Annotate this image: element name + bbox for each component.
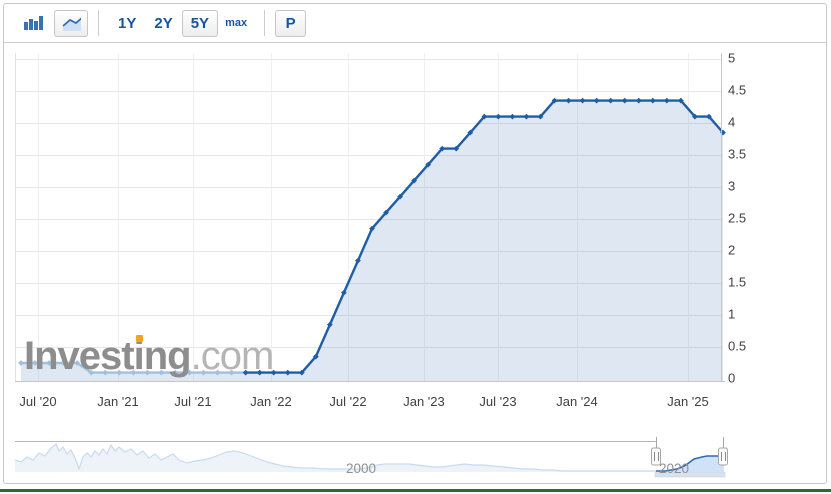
data-point-marker [242, 369, 249, 376]
main-chart[interactable]: 0 0.5 1 1.5 2 2.5 3 3.5 4 4.5 5 Jul '20 Jan '21 Jul '… [5, 45, 827, 423]
chart-toolbar: 1Y 2Y 5Y max P [4, 4, 826, 43]
data-point-marker [706, 113, 712, 120]
navigator-history-fill [15, 444, 656, 472]
x-tick-label: Jan '21 [97, 394, 139, 409]
data-point-marker [635, 97, 642, 104]
data-point-marker [677, 97, 684, 104]
handle-grip-box[interactable] [651, 447, 661, 466]
x-tick-label: Jul '23 [479, 394, 516, 409]
data-point-marker [565, 97, 572, 104]
bar-chart-type-button[interactable] [16, 10, 50, 37]
data-point-marker [397, 193, 403, 200]
x-tick-label: Jul '20 [19, 394, 56, 409]
navigator-selected-strip [654, 472, 726, 478]
data-point-marker [369, 225, 375, 232]
y-tick-label: 2.5 [728, 210, 746, 225]
y-tick-label: 1.5 [728, 274, 746, 289]
navigator-year-label: 2000 [346, 461, 376, 476]
data-point-marker [18, 360, 24, 366]
data-point-marker [298, 369, 305, 376]
toolbar-separator [98, 10, 99, 36]
data-point-marker [481, 113, 488, 120]
data-point-marker [102, 369, 109, 376]
y-tick-label: 3.5 [728, 146, 746, 161]
data-point-marker [312, 353, 319, 360]
x-tick-label: Jul '21 [174, 394, 211, 409]
series-markers [18, 97, 726, 376]
x-tick-label: Jan '25 [667, 394, 709, 409]
handle-grip-box[interactable] [718, 447, 728, 466]
range-button-max[interactable]: max [218, 10, 254, 37]
data-point-marker [355, 257, 361, 264]
line-chart-type-button[interactable] [54, 9, 88, 37]
data-point-marker [130, 369, 137, 376]
data-point-marker [593, 97, 600, 104]
data-point-marker [467, 129, 474, 136]
navigator-year-label: 2020 [659, 461, 689, 476]
data-point-marker [88, 369, 95, 376]
data-point-marker [284, 369, 291, 376]
data-point-marker [256, 369, 263, 376]
y-tick-label: 3 [728, 178, 735, 193]
bar-chart-icon [24, 16, 43, 30]
data-point-marker [228, 369, 235, 376]
data-point-marker [425, 161, 432, 168]
data-point-marker [621, 97, 628, 104]
data-point-marker [144, 369, 151, 376]
data-point-marker [383, 209, 389, 216]
data-point-marker [537, 113, 544, 120]
data-point-marker [46, 360, 52, 366]
range-button-1y[interactable]: 1Y [109, 10, 145, 37]
data-point-marker [663, 97, 670, 104]
navigator-left-handle[interactable] [651, 437, 661, 466]
chart-widget: 1Y 2Y 5Y max P 0 0.5 1 1.5 2 2.5 3 3.5 4 4.5 5 Jul … [3, 3, 827, 484]
data-point-marker [692, 113, 698, 120]
bottom-green-divider [0, 489, 831, 492]
series-area-fill [21, 100, 723, 381]
data-point-marker [186, 369, 193, 376]
x-tick-label: Jan '22 [250, 394, 292, 409]
data-point-marker [551, 97, 558, 104]
data-point-marker [411, 177, 418, 184]
y-tick-label: 1 [728, 306, 735, 321]
data-point-marker [607, 97, 614, 104]
data-point-marker [158, 369, 165, 376]
y-tick-label: 4.5 [728, 82, 746, 97]
data-point-marker [32, 360, 38, 366]
range-navigator[interactable]: 2000 2020 [5, 426, 827, 484]
x-tick-label: Jul '22 [329, 394, 366, 409]
data-point-marker [74, 360, 81, 366]
range-button-5y[interactable]: 5Y [181, 9, 219, 37]
data-point-marker [326, 321, 333, 328]
navigator-selected-fill [656, 456, 724, 472]
navigator-right-handle[interactable] [718, 437, 728, 466]
data-point-marker [172, 369, 179, 376]
x-tick-label: Jan '23 [403, 394, 445, 409]
data-point-marker [270, 369, 277, 376]
y-tick-label: 4 [728, 114, 735, 129]
data-point-marker [523, 113, 530, 120]
navigator-history-line [14, 443, 656, 472]
data-point-marker [200, 369, 207, 376]
line-chart-icon [62, 17, 81, 31]
gridlines [15, 53, 721, 381]
range-button-2y[interactable]: 2Y [145, 10, 181, 37]
data-point-marker [509, 113, 516, 120]
data-point-marker [116, 369, 123, 376]
p-button[interactable]: P [275, 9, 307, 37]
data-point-marker [341, 289, 347, 296]
y-tick-label: 5 [728, 50, 735, 65]
data-point-marker [649, 97, 656, 104]
data-point-marker [495, 113, 502, 120]
x-tick-label: Jan '24 [556, 394, 598, 409]
y-tick-label: 2 [728, 242, 735, 257]
data-point-marker [453, 145, 460, 152]
data-point-marker [214, 369, 221, 376]
y-tick-label: 0.5 [728, 338, 746, 353]
data-point-marker [579, 97, 586, 104]
data-point-marker [439, 145, 446, 152]
data-point-marker [60, 360, 67, 366]
y-tick-label: 0 [728, 370, 735, 385]
toolbar-separator [264, 10, 266, 36]
